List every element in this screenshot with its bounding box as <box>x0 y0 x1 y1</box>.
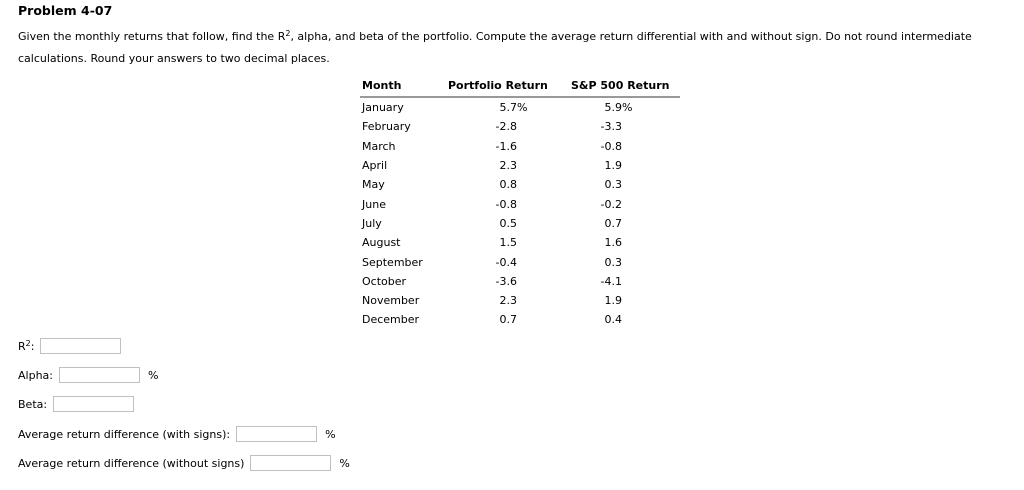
month-cell: October <box>362 274 407 288</box>
table-row: December 0.7 0.4 <box>360 310 680 329</box>
table-header-portfolio-return: Portfolio Return <box>448 79 548 92</box>
r2-input[interactable] <box>40 338 122 354</box>
avg-with-signs-input[interactable] <box>236 426 318 442</box>
percent-suffix: % <box>517 101 528 115</box>
table-row: October -3.6 -4.1 <box>360 272 680 291</box>
r-squared-superscript: 2 <box>285 29 291 38</box>
percent-suffix: % <box>622 101 633 115</box>
avg-without-signs-label: Average return difference (without signs… <box>18 456 245 470</box>
sp500-return-cell: 0.7 <box>604 216 623 230</box>
problem-text-part2: , alpha, and beta of the portfolio. Comp… <box>18 30 972 65</box>
portfolio-return-cell: -0.8 <box>495 197 517 211</box>
table-header-sp500-return: S&P 500 Return <box>571 79 670 92</box>
table-row: September -0.4 0.3 <box>360 252 680 271</box>
portfolio-return-cell: 2.3 <box>499 159 518 173</box>
table-row: January 5.7 % 5.9 % <box>360 98 680 117</box>
portfolio-return-cell: -3.6 <box>495 274 517 288</box>
table-row: August 1.5 1.6 <box>360 233 680 252</box>
sp500-return-cell: 1.9 <box>604 294 623 308</box>
alpha-label: Alpha: <box>18 368 53 382</box>
portfolio-return-cell: -2.8 <box>495 120 517 134</box>
portfolio-return-cell: 0.5 <box>499 216 518 230</box>
month-cell: November <box>362 294 420 308</box>
month-cell: March <box>362 139 396 153</box>
portfolio-return-cell: 1.5 <box>499 236 518 250</box>
percent-sign: % <box>325 427 336 441</box>
sp500-return-cell: 1.6 <box>604 236 623 250</box>
portfolio-return-cell: -1.6 <box>495 139 517 153</box>
month-cell: September <box>362 255 423 269</box>
table-row: March -1.6 -0.8 <box>360 137 680 156</box>
r2-answer-row: R2: <box>18 337 122 355</box>
month-cell: February <box>362 120 411 134</box>
portfolio-return-cell: -0.4 <box>495 255 517 269</box>
avg-without-signs-answer-row: Average return difference (without signs… <box>18 454 350 472</box>
sp500-return-cell: 0.4 <box>604 313 623 327</box>
month-cell: January <box>362 101 404 115</box>
sp500-return-cell: -0.8 <box>600 139 622 153</box>
sp500-return-cell: 0.3 <box>604 255 623 269</box>
table-row: June -0.8 -0.2 <box>360 194 680 213</box>
table-row: November 2.3 1.9 <box>360 291 680 310</box>
portfolio-return-cell: 5.7 <box>499 101 518 115</box>
table-row: May 0.8 0.3 <box>360 175 680 194</box>
sp500-return-cell: -0.2 <box>600 197 622 211</box>
month-cell: December <box>362 313 420 327</box>
month-cell: April <box>362 159 388 173</box>
r2-label-superscript: 2 <box>25 338 31 348</box>
portfolio-return-cell: 0.8 <box>499 178 518 192</box>
page-title: Problem 4-07 <box>18 3 113 18</box>
alpha-answer-row: Alpha: % <box>18 366 158 384</box>
problem-text-part1: Given the monthly returns that follow, f… <box>18 30 286 43</box>
portfolio-return-cell: 0.7 <box>499 313 518 327</box>
table-header-month: Month <box>362 79 402 92</box>
table-header-rule <box>360 96 680 98</box>
table-row: April 2.3 1.9 <box>360 156 680 175</box>
beta-input[interactable] <box>53 396 135 412</box>
table-row: July 0.5 0.7 <box>360 214 680 233</box>
sp500-return-cell: 0.3 <box>604 178 623 192</box>
month-cell: May <box>362 178 385 192</box>
table-row: February -2.8 -3.3 <box>360 117 680 136</box>
beta-answer-row: Beta: <box>18 395 135 413</box>
avg-with-signs-label: Average return difference (with signs): <box>18 427 231 441</box>
avg-with-signs-answer-row: Average return difference (with signs): … <box>18 425 336 443</box>
percent-sign: % <box>339 456 350 470</box>
month-cell: July <box>362 216 382 230</box>
avg-without-signs-input[interactable] <box>250 455 332 471</box>
month-cell: August <box>362 236 401 250</box>
r2-label: R2: <box>18 338 35 353</box>
month-cell: June <box>362 197 386 211</box>
problem-statement: Given the monthly returns that follow, f… <box>18 26 1008 69</box>
returns-table: Month Portfolio Return S&P 500 Return Ja… <box>360 79 680 330</box>
sp500-return-cell: 5.9 <box>604 101 623 115</box>
table-header-row: Month Portfolio Return S&P 500 Return <box>360 79 680 96</box>
sp500-return-cell: -3.3 <box>600 120 622 134</box>
portfolio-return-cell: 2.3 <box>499 294 518 308</box>
alpha-input[interactable] <box>58 367 140 383</box>
sp500-return-cell: -4.1 <box>600 274 622 288</box>
percent-sign: % <box>147 368 159 382</box>
beta-label: Beta: <box>18 397 48 411</box>
sp500-return-cell: 1.9 <box>604 159 623 173</box>
